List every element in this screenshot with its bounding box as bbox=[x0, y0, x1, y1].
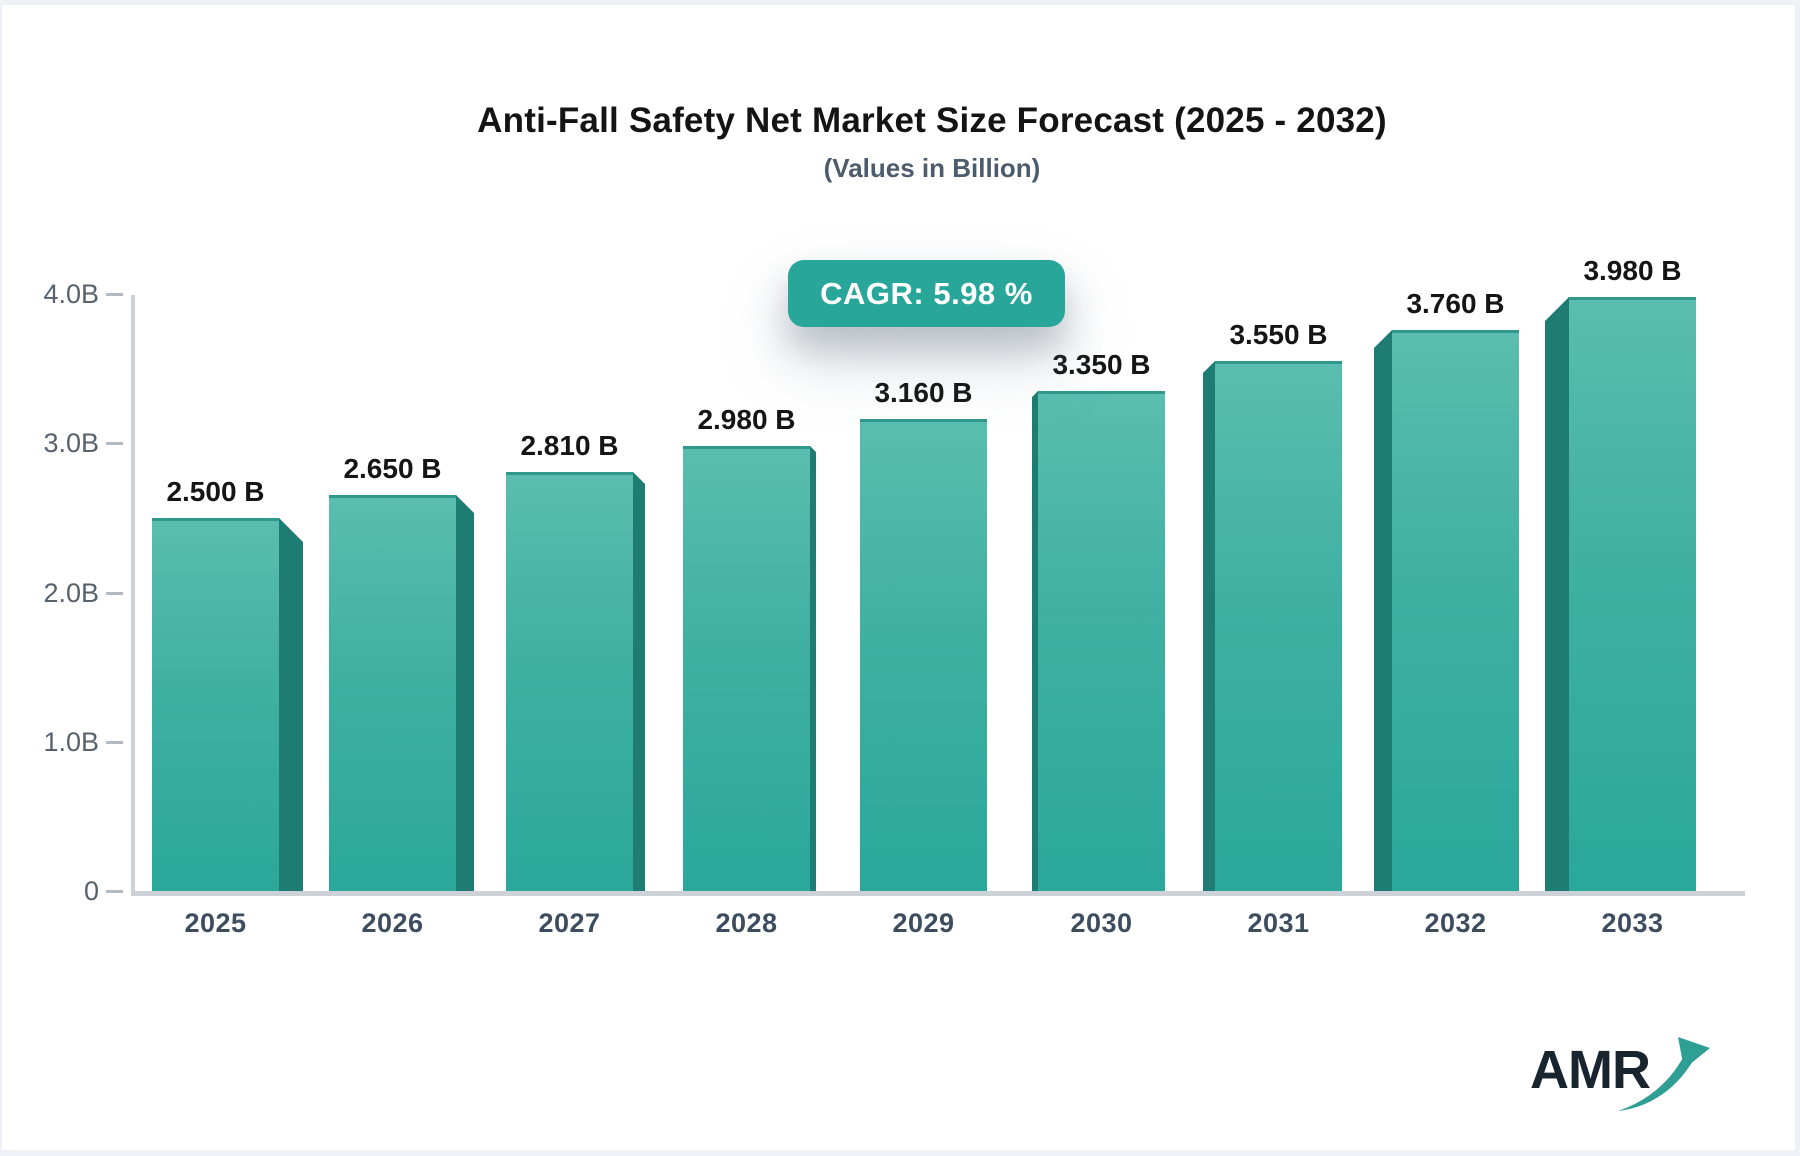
bar-value-label: 3.550 B bbox=[1229, 319, 1328, 350]
bar-3d-side bbox=[456, 495, 474, 891]
x-axis-label: 2029 bbox=[892, 908, 955, 938]
bar-face bbox=[1392, 330, 1519, 891]
bar-value-label: 3.760 B bbox=[1406, 288, 1505, 319]
y-axis-label: 4.0B bbox=[43, 279, 99, 309]
bar-value-label: 3.350 B bbox=[1052, 349, 1151, 380]
y-axis-tick bbox=[106, 890, 123, 893]
bar bbox=[683, 446, 816, 891]
x-axis-label: 2026 bbox=[361, 908, 424, 938]
bar-value-label: 2.650 B bbox=[343, 453, 442, 484]
x-axis-label: 2031 bbox=[1247, 908, 1310, 938]
bar-face bbox=[1215, 361, 1342, 891]
cagr-badge: CAGR: 5.98 % bbox=[788, 260, 1065, 327]
bar-value-label: 2.980 B bbox=[697, 404, 796, 435]
y-axis-tick bbox=[106, 293, 123, 296]
y-axis-label: 1.0B bbox=[43, 726, 99, 757]
bar-face bbox=[329, 495, 456, 891]
bar-value-label: 3.160 B bbox=[874, 377, 973, 408]
y-axis-label: 0 bbox=[83, 876, 99, 906]
chart-title: Anti-Fall Safety Net Market Size Forecas… bbox=[477, 101, 1387, 140]
plot-area: 0 1.0B 2.0B 3.0B 4.0B 2.500 B 2025 2.650 B 2026 2… bbox=[2, 5, 1800, 1156]
y-axis-label: 3.0B bbox=[43, 428, 99, 459]
x-axis-line bbox=[131, 891, 1745, 896]
bar-3d-side bbox=[1203, 361, 1215, 891]
bar bbox=[1545, 297, 1696, 891]
bar-value-label: 2.500 B bbox=[166, 476, 265, 507]
bar-face bbox=[152, 518, 279, 891]
x-axis-label: 2028 bbox=[715, 908, 778, 938]
y-axis-tick bbox=[106, 740, 123, 744]
bar-face bbox=[1038, 391, 1165, 891]
bar bbox=[152, 518, 303, 891]
bar-face bbox=[506, 472, 633, 891]
chart-subtitle: (Values in Billion) bbox=[823, 153, 1041, 183]
bar-face bbox=[1569, 297, 1696, 891]
bar bbox=[1374, 330, 1519, 891]
bar-3d-side bbox=[1032, 391, 1038, 891]
x-axis-label: 2032 bbox=[1424, 908, 1487, 938]
bar-value-label: 3.980 B bbox=[1583, 255, 1682, 286]
y-axis-tick bbox=[106, 591, 123, 595]
x-axis-label: 2025 bbox=[184, 908, 247, 938]
bar-face bbox=[860, 419, 987, 891]
bar-3d-side bbox=[1374, 330, 1392, 891]
bar bbox=[1032, 391, 1165, 891]
y-axis-tick bbox=[106, 442, 123, 446]
x-axis-label: 2027 bbox=[538, 908, 601, 938]
growth-arrow-icon bbox=[1618, 1037, 1710, 1111]
bar-3d-side bbox=[279, 518, 303, 891]
bar bbox=[329, 495, 474, 891]
bar bbox=[860, 419, 987, 891]
bar bbox=[506, 472, 645, 891]
bar-value-label: 2.810 B bbox=[520, 430, 619, 461]
y-axis-line bbox=[131, 295, 135, 891]
bar bbox=[1203, 361, 1342, 891]
x-axis-label: 2030 bbox=[1070, 908, 1133, 938]
bar-3d-side bbox=[1545, 297, 1569, 891]
bar-face bbox=[683, 446, 810, 891]
bar-3d-side bbox=[633, 472, 645, 891]
y-axis-label: 2.0B bbox=[43, 577, 99, 608]
amr-logo: AMR bbox=[1530, 1037, 1720, 1119]
bar-3d-side bbox=[810, 446, 816, 891]
cagr-badge-label: CAGR: 5.98 % bbox=[820, 276, 1033, 311]
x-axis-label: 2033 bbox=[1601, 908, 1664, 938]
amr-logo-text: AMR bbox=[1530, 1040, 1651, 1100]
chart-card: Anti-Fall Safety Net Market Size Forecas… bbox=[2, 5, 1795, 1150]
